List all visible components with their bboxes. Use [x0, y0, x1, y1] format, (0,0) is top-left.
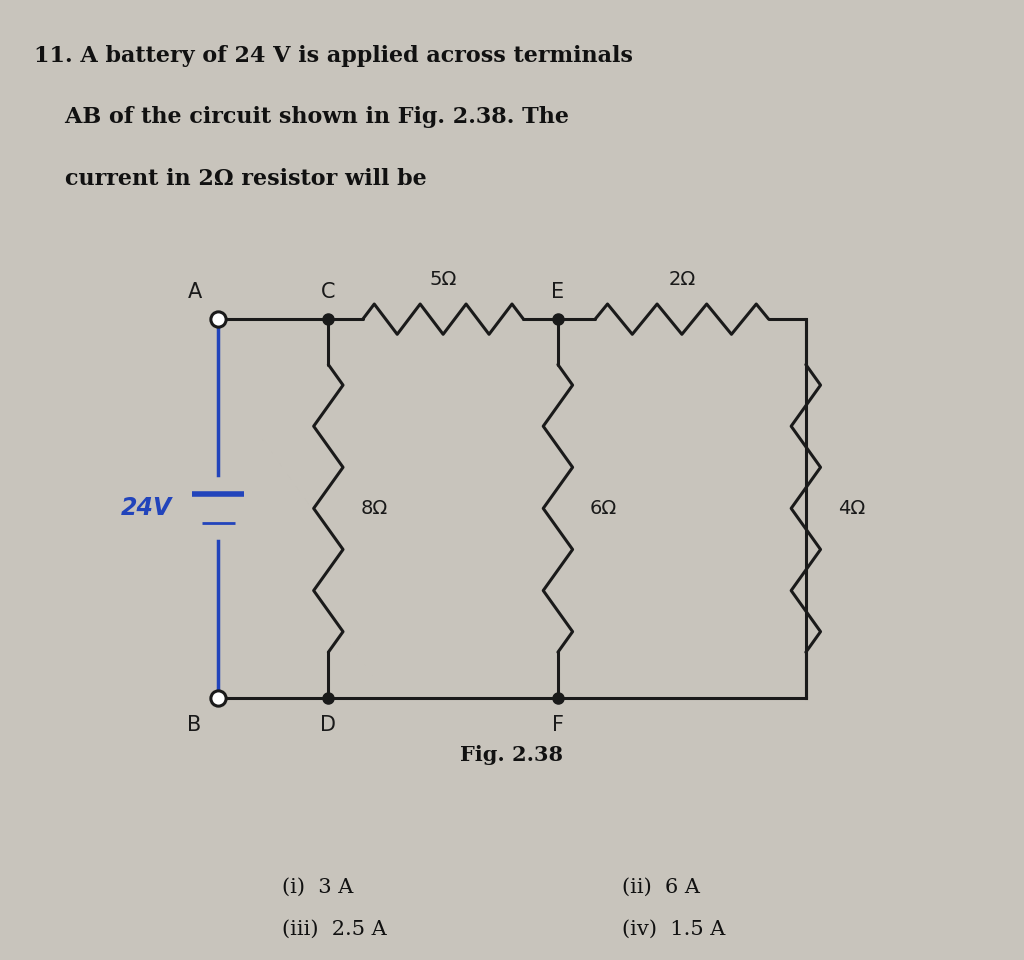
Text: 4Ω: 4Ω	[838, 499, 865, 517]
Text: 24V: 24V	[121, 496, 172, 520]
Text: 8Ω: 8Ω	[360, 499, 388, 517]
Text: AB of the circuit shown in Fig. 2.38. The: AB of the circuit shown in Fig. 2.38. Th…	[35, 107, 569, 129]
Text: E: E	[551, 282, 564, 302]
Text: 5Ω: 5Ω	[429, 270, 457, 289]
Text: Fig. 2.38: Fig. 2.38	[461, 745, 563, 765]
Text: B: B	[187, 714, 202, 734]
Text: (iii)  2.5 A: (iii) 2.5 A	[283, 920, 387, 939]
Text: D: D	[321, 714, 336, 734]
Text: (i)  3 A: (i) 3 A	[283, 877, 354, 897]
Text: C: C	[322, 282, 336, 302]
Text: 6Ω: 6Ω	[590, 499, 617, 517]
Text: A: A	[187, 282, 202, 302]
Text: 2Ω: 2Ω	[669, 270, 695, 289]
Text: F: F	[552, 714, 564, 734]
Text: (ii)  6 A: (ii) 6 A	[623, 877, 700, 897]
Text: 11. A battery of 24 V is applied across terminals: 11. A battery of 24 V is applied across …	[35, 45, 634, 67]
Text: current in 2Ω resistor will be: current in 2Ω resistor will be	[35, 168, 427, 190]
Text: (iv)  1.5 A: (iv) 1.5 A	[623, 920, 726, 939]
